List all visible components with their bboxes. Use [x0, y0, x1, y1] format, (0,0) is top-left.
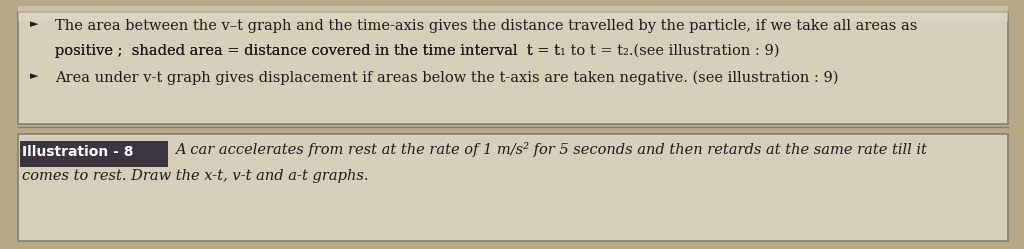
FancyBboxPatch shape [18, 134, 1008, 241]
Text: A car accelerates from rest at the rate of 1 m/s² for 5 seconds and then retards: A car accelerates from rest at the rate … [175, 142, 927, 157]
FancyBboxPatch shape [20, 141, 168, 167]
Text: positive ;  shaded area = distance covered in the time interval  t = t₁ to t = t: positive ; shaded area = distance covere… [55, 44, 779, 59]
FancyBboxPatch shape [18, 12, 1008, 124]
Text: ►: ► [30, 19, 39, 29]
Text: Area under v-t graph gives displacement if areas below the t-axis are taken nega: Area under v-t graph gives displacement … [55, 71, 839, 85]
FancyBboxPatch shape [18, 6, 1008, 21]
Text: positive ;  shaded area = distance covered in the time interval  t = t: positive ; shaded area = distance covere… [55, 44, 560, 58]
Text: The area between the v–t graph and the time-axis gives the distance travelled by: The area between the v–t graph and the t… [55, 19, 918, 33]
Text: ►: ► [30, 71, 39, 81]
Text: comes to rest. Draw the x-t, v-t and a-t graphs.: comes to rest. Draw the x-t, v-t and a-t… [22, 169, 369, 183]
Text: Illustration - 8: Illustration - 8 [22, 145, 133, 159]
